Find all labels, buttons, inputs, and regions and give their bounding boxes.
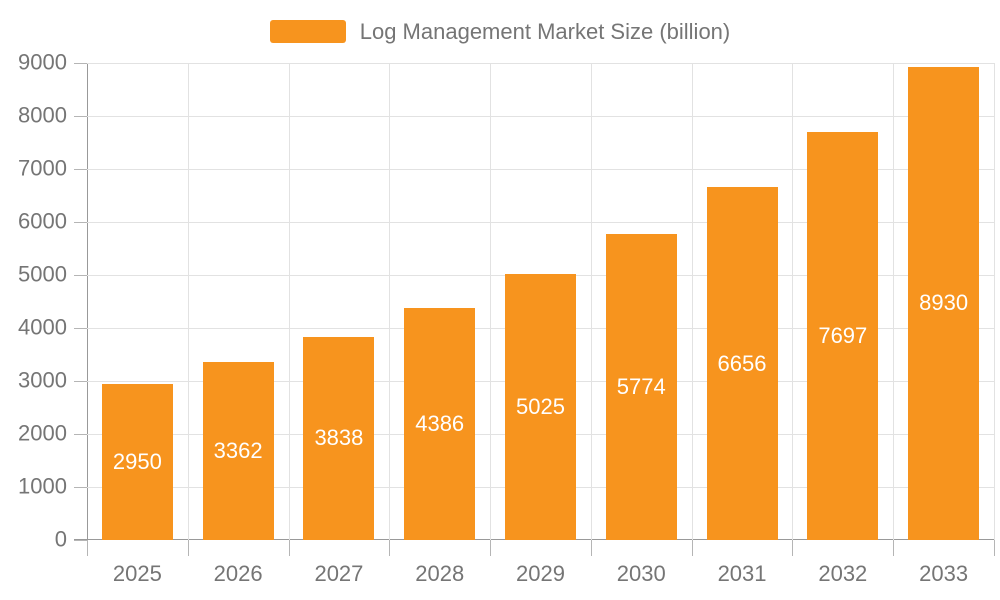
y-axis-line [87,63,88,540]
y-axis-tick-label: 4000 [18,314,67,340]
legend[interactable]: Log Management Market Size (billion) [0,19,1000,44]
bar-value-label: 5774 [616,373,666,399]
bar-2033[interactable]: 8930 [908,66,980,540]
bar-slot-2026: 3362 [188,63,289,540]
y-tick-4000 [74,328,87,329]
bar-slot-2025: 2950 [87,63,188,540]
plot-area: 0 1000 2000 3000 4000 5000 6000 7000 8000 9000 295… [18,49,995,586]
x-tick-boundary-0 [87,540,88,556]
bar-slot-2029: 5025 [490,63,591,540]
y-axis-tick-label: 9000 [18,49,67,75]
x-axis-tick-label: 2027 [314,561,364,586]
y-axis-tick-label: 2000 [18,420,67,446]
x-axis-tick-label: 2025 [112,561,162,586]
x-axis-tick-label: 2028 [415,561,465,586]
y-tick-0 [74,540,87,541]
x-axis-tick-label: 2032 [818,561,868,586]
bar-2031[interactable]: 6656 [706,187,778,540]
bar-slot-2032: 7697 [792,63,893,540]
bar-2025[interactable]: 2950 [101,383,173,540]
bar-slot-2033: 8930 [893,63,994,540]
y-tick-7000 [74,169,87,170]
y-axis-tick-label: 5000 [18,261,67,287]
x-tick-boundary-7 [792,540,794,556]
x-axis-tick-label: 2030 [616,561,666,586]
gridline-y-9000 [87,63,994,64]
bar-value-label: 7697 [818,323,868,349]
x-axis-tick-label: 2033 [919,561,969,586]
x-tick-boundary-9 [994,540,995,556]
gridline-y-7000 [87,169,994,170]
bar-value-label: 8930 [919,290,969,316]
x-tick-boundary-2 [288,540,290,556]
x-tick-boundary-3 [389,540,391,556]
y-tick-6000 [74,221,87,223]
y-tick-8000 [74,116,87,117]
gridline-x-boundary-9 [994,63,995,540]
y-tick-2000 [74,434,87,435]
gridline-x-boundary-1 [187,63,189,540]
gridline-y-8000 [87,116,994,117]
gridline-x-boundary-3 [389,63,391,540]
legend-marker [269,20,346,43]
bar-2030[interactable]: 5774 [605,233,677,540]
x-tick-boundary-6 [691,540,693,556]
bar-value-label: 3838 [314,425,364,451]
x-tick-boundary-1 [187,540,189,556]
x-axis-tick-label: 2026 [213,561,263,586]
bar-value-label: 4386 [415,410,465,436]
y-axis-tick-label: 1000 [18,473,67,499]
bar-value-label: 6656 [717,350,767,376]
bar-2028[interactable]: 4386 [404,307,476,540]
y-tick-5000 [74,275,87,276]
y-axis-tick-label: 6000 [18,208,67,234]
bar-slot-2028: 4386 [389,63,490,540]
bar-value-label: 5025 [516,393,565,419]
bar-2029[interactable]: 5025 [504,273,576,540]
y-tick-9000 [74,63,87,64]
bar-value-label: 3362 [213,437,263,463]
bar-2032[interactable]: 7697 [807,132,879,540]
gridline-x-boundary-7 [792,63,794,540]
gridline-x-boundary-5 [590,63,592,540]
gridline-y-6000 [87,221,994,223]
x-axis-tick-label: 2029 [516,561,565,586]
x-tick-boundary-4 [490,540,492,556]
y-tick-3000 [74,380,87,382]
gridline-x-boundary-8 [893,63,895,540]
bar-2026[interactable]: 3362 [202,361,274,540]
gridline-x-boundary-2 [288,63,290,540]
y-axis-tick-label: 3000 [18,367,67,393]
y-axis-tick-label: 0 [54,526,67,552]
bar-slot-2031: 6656 [692,63,793,540]
y-tick-1000 [74,487,87,488]
gridline-x-boundary-6 [691,63,693,540]
x-tick-boundary-8 [893,540,895,556]
y-axis-tick-label: 8000 [18,102,67,128]
x-tick-boundary-5 [590,540,592,556]
bar-slot-2027: 3838 [289,63,390,540]
legend-label: Log Management Market Size (billion) [359,18,731,44]
gridline-x-boundary-4 [490,63,492,540]
bar-value-label: 2950 [112,448,162,474]
x-axis-tick-label: 2031 [717,561,767,586]
bar-2027[interactable]: 3838 [303,336,375,540]
y-axis-tick-label: 7000 [18,155,67,181]
bar-slot-2030: 5774 [591,63,692,540]
